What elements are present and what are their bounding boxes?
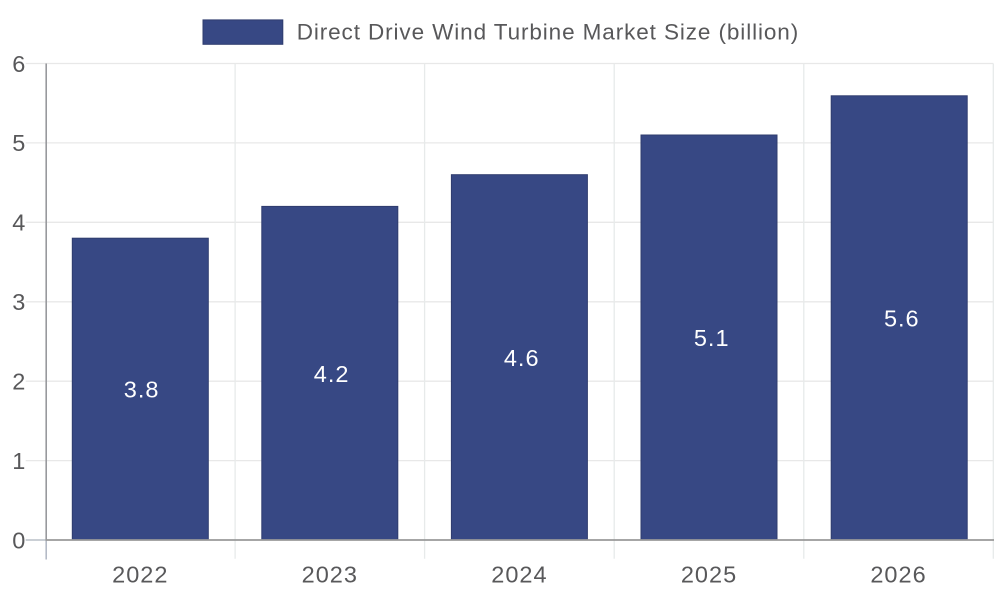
svg-text:3: 3 xyxy=(12,289,25,315)
svg-text:5.6: 5.6 xyxy=(884,306,920,332)
svg-text:Direct Drive Wind Turbine Mark: Direct Drive Wind Turbine Market Size (b… xyxy=(297,19,799,44)
svg-text:2026: 2026 xyxy=(870,561,926,587)
svg-text:1: 1 xyxy=(12,448,25,474)
svg-text:5.1: 5.1 xyxy=(694,325,730,351)
svg-text:2023: 2023 xyxy=(302,561,358,587)
svg-text:4.6: 4.6 xyxy=(504,345,540,371)
svg-text:0: 0 xyxy=(12,527,25,553)
svg-text:2024: 2024 xyxy=(491,561,547,587)
svg-text:4.2: 4.2 xyxy=(314,361,350,387)
svg-text:2022: 2022 xyxy=(112,561,168,587)
svg-text:6: 6 xyxy=(12,51,25,77)
svg-text:5: 5 xyxy=(12,130,25,156)
svg-text:4: 4 xyxy=(12,210,25,236)
svg-text:2: 2 xyxy=(12,369,25,395)
svg-text:2025: 2025 xyxy=(681,561,737,587)
svg-text:3.8: 3.8 xyxy=(124,377,160,403)
